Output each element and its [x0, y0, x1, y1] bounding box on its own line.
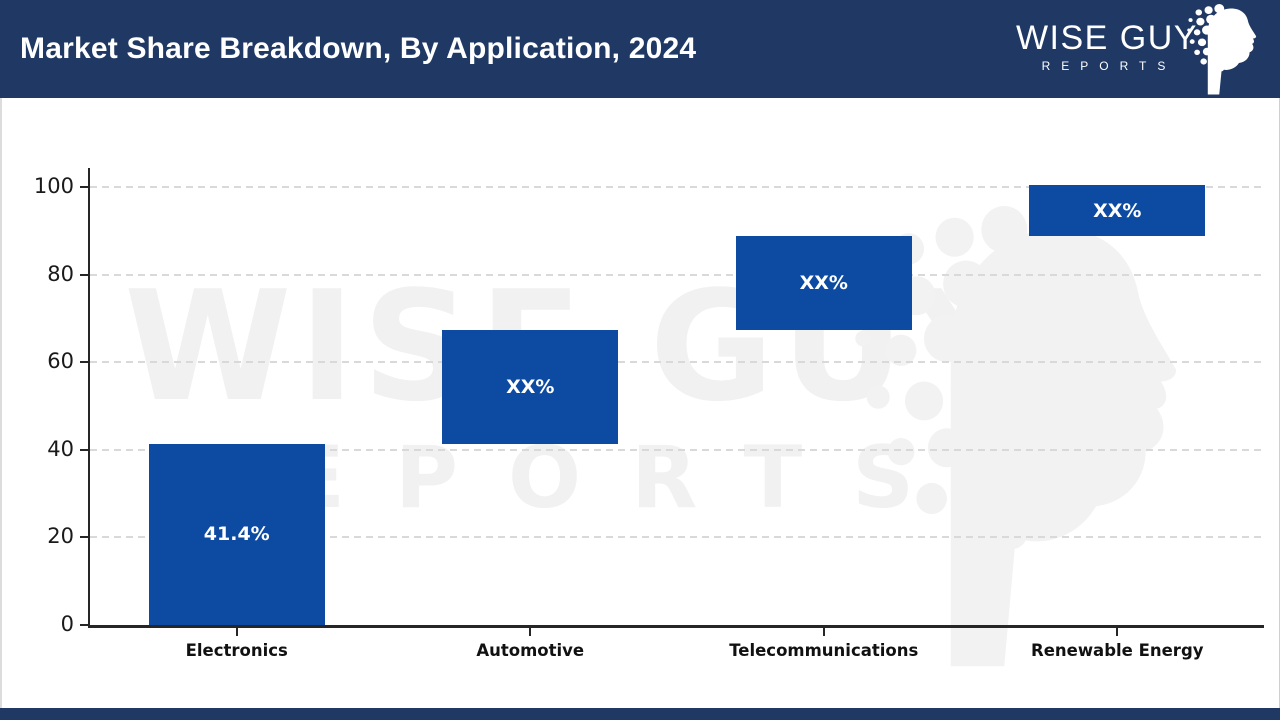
y-tick-label-40: 40 — [47, 436, 74, 461]
y-tick-label-20: 20 — [47, 524, 74, 549]
x-tick-renewable-energy — [1116, 628, 1119, 636]
page-title: Market Share Breakdown, By Application, … — [20, 32, 697, 65]
chart-canvas: WISE GUY REPORTS 0 20 40 60 80 100 41.4% Electr… — [0, 98, 1280, 708]
plot-area: 0 20 40 60 80 100 41.4% Electronics XX% Automotiv… — [2, 98, 1279, 708]
logo-text: WISE GUY REPORTS — [1015, 19, 1198, 73]
y-axis-line — [88, 168, 90, 628]
wise-guy-head-icon — [1187, 4, 1257, 95]
x-category-label-automotive: Automotive — [476, 641, 585, 660]
gridline-80 — [90, 273, 1264, 276]
bar-value-label-automotive: XX% — [506, 375, 555, 398]
x-tick-telecommunications — [822, 628, 825, 636]
bar-telecommunications: XX% — [735, 236, 912, 330]
x-category-label-electronics: Electronics — [185, 641, 288, 660]
x-category-label-telecommunications: Telecommunications — [729, 641, 919, 660]
bar-value-label-telecommunications: XX% — [799, 272, 848, 295]
logo-wordmark: WISE GUY — [1015, 19, 1198, 58]
footer-bar — [0, 708, 1280, 720]
bar-value-label-electronics: 41.4% — [203, 523, 270, 546]
y-tick-label-60: 60 — [47, 349, 74, 374]
bar-value-label-renewable-energy: XX% — [1093, 199, 1142, 222]
gridline-40 — [90, 448, 1264, 451]
wise-guy-logo: WISE GUY REPORTS — [1016, 0, 1266, 98]
bar-renewable-energy: XX% — [1029, 184, 1206, 237]
y-tick-label-80: 80 — [47, 261, 74, 286]
header-bar: Market Share Breakdown, By Application, … — [0, 0, 1280, 98]
y-tick-20 — [80, 536, 89, 539]
y-tick-60 — [80, 361, 89, 364]
logo-subtitle: REPORTS — [1041, 58, 1177, 73]
y-tick-label-0: 0 — [60, 612, 74, 636]
x-tick-automotive — [529, 628, 532, 636]
x-axis-line — [88, 625, 1264, 628]
y-tick-100 — [80, 186, 89, 188]
gridline-60 — [90, 361, 1264, 364]
x-category-label-renewable-energy: Renewable Energy — [1030, 641, 1204, 660]
bar-automotive: XX% — [442, 329, 619, 444]
y-tick-80 — [80, 273, 89, 276]
gridline-20 — [90, 536, 1264, 539]
bar-electronics: 41.4% — [148, 443, 325, 625]
y-tick-label-100: 100 — [33, 174, 74, 198]
gridline-100 — [90, 186, 1264, 188]
y-tick-40 — [80, 448, 89, 451]
y-tick-0 — [80, 624, 89, 626]
x-tick-electronics — [235, 628, 238, 636]
